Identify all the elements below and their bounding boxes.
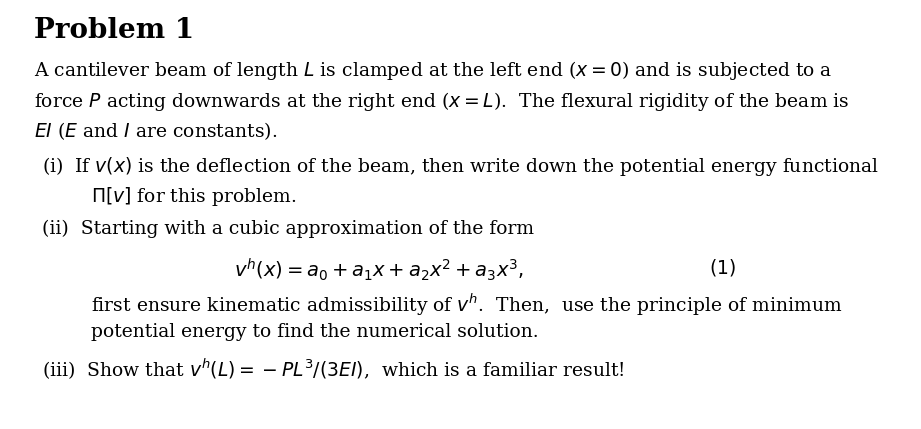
Text: $\Pi[v]$ for this problem.: $\Pi[v]$ for this problem.: [91, 185, 297, 208]
Text: $(1)$: $(1)$: [709, 257, 736, 278]
Text: potential energy to find the numerical solution.: potential energy to find the numerical s…: [91, 323, 539, 341]
Text: (ii)  Starting with a cubic approximation of the form: (ii) Starting with a cubic approximation…: [41, 220, 533, 238]
Text: force $P$ acting downwards at the right end ($x = L$).  The flexural rigidity of: force $P$ acting downwards at the right …: [34, 90, 850, 113]
Text: $EI$ ($E$ and $I$ are constants).: $EI$ ($E$ and $I$ are constants).: [34, 121, 277, 142]
Text: $v^h(x) = a_0 + a_1 x + a_2 x^2 + a_3 x^3,$: $v^h(x) = a_0 + a_1 x + a_2 x^2 + a_3 x^…: [234, 257, 524, 283]
Text: Problem 1: Problem 1: [34, 17, 194, 44]
Text: (iii)  Show that $v^h(L) = -PL^3/(3EI)$,  which is a familiar result!: (iii) Show that $v^h(L) = -PL^3/(3EI)$, …: [41, 357, 624, 382]
Text: A cantilever beam of length $L$ is clamped at the left end ($x = 0$) and is subj: A cantilever beam of length $L$ is clamp…: [34, 59, 833, 82]
Text: (i)  If $v(x)$ is the deflection of the beam, then write down the potential ener: (i) If $v(x)$ is the deflection of the b…: [41, 154, 879, 178]
Text: first ensure kinematic admissibility of $v^h$.  Then,  use the principle of mini: first ensure kinematic admissibility of …: [91, 292, 843, 318]
